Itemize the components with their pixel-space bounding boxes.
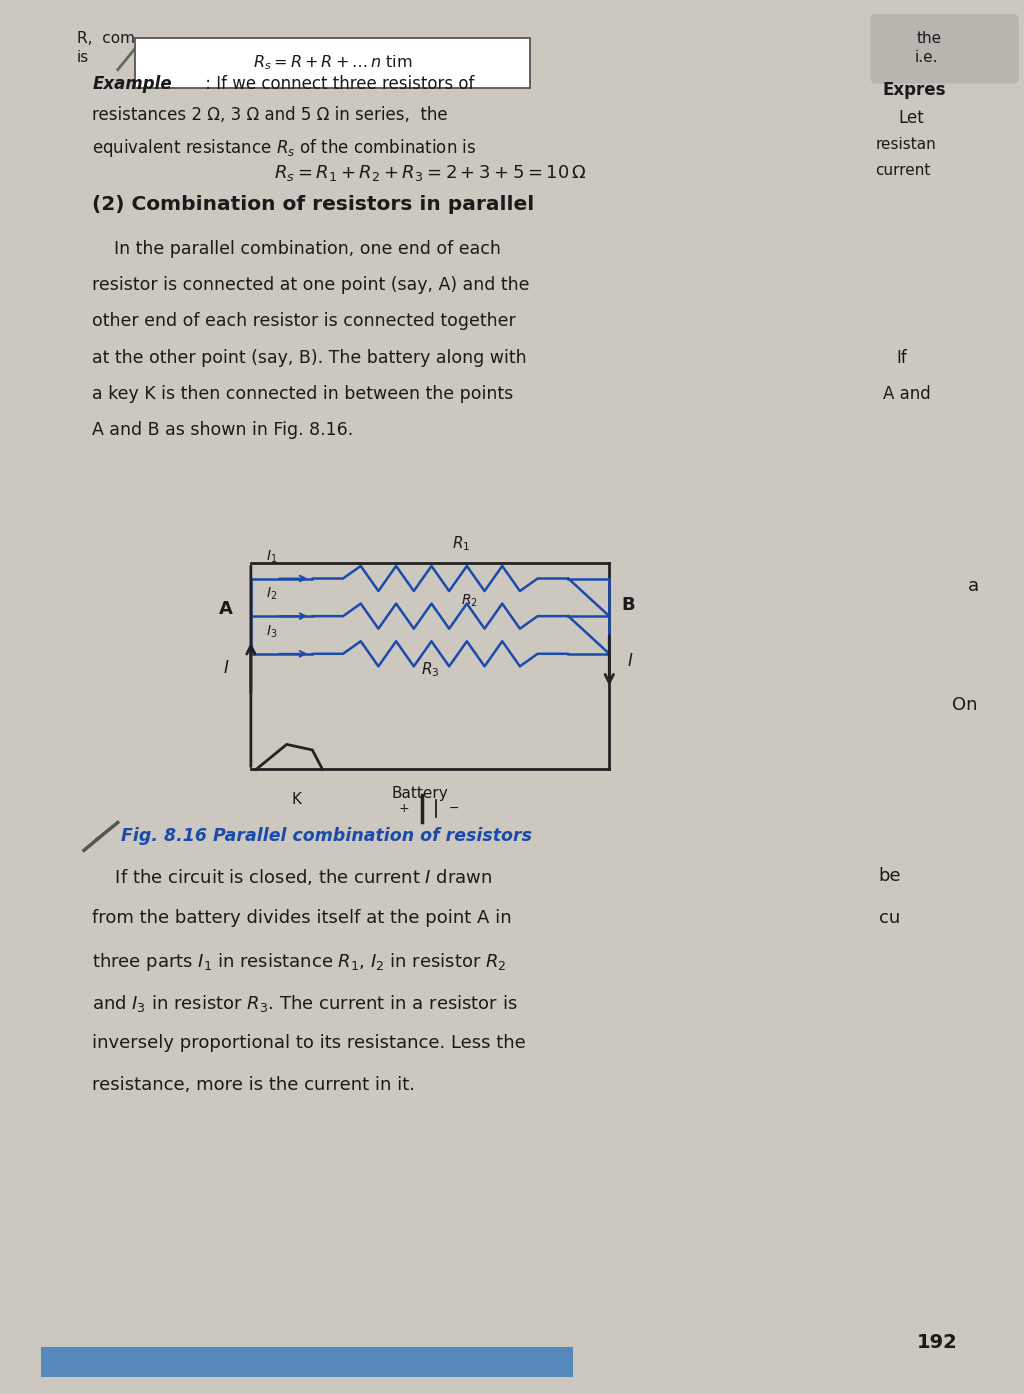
Text: cu: cu [879, 909, 900, 927]
Text: current: current [876, 163, 931, 178]
Text: Expres: Expres [883, 81, 946, 99]
Text: the: the [916, 31, 942, 46]
Text: If: If [896, 348, 906, 367]
Text: K: K [292, 792, 302, 807]
Text: a: a [968, 577, 979, 595]
Text: resistance, more is the current in it.: resistance, more is the current in it. [92, 1076, 415, 1094]
FancyBboxPatch shape [870, 14, 1019, 84]
FancyBboxPatch shape [41, 1347, 573, 1377]
Text: $R_1$: $R_1$ [452, 535, 470, 553]
Text: A and: A and [883, 385, 931, 403]
Text: a key K is then connected in between the points: a key K is then connected in between the… [92, 385, 513, 403]
Text: resistan: resistan [876, 137, 936, 152]
Text: resistor is connected at one point (say, A) and the: resistor is connected at one point (say,… [92, 276, 529, 294]
Text: resistances 2 Ω, 3 Ω and 5 Ω in series,  the: resistances 2 Ω, 3 Ω and 5 Ω in series, … [92, 106, 447, 124]
Text: inversely proportional to its resistance. Less the: inversely proportional to its resistance… [92, 1034, 526, 1052]
Text: $R_2$: $R_2$ [461, 592, 477, 609]
Text: $R_s = R_1 + R_2 + R_3 = 2 + 3 + 5 = 10\,\Omega$: $R_s = R_1 + R_2 + R_3 = 2 + 3 + 5 = 10\… [273, 163, 587, 183]
Text: $I_3$: $I_3$ [265, 623, 278, 640]
Text: Fig. 8.16 Parallel combination of resistors: Fig. 8.16 Parallel combination of resist… [121, 827, 531, 845]
Text: A and B as shown in Fig. 8.16.: A and B as shown in Fig. 8.16. [92, 421, 353, 439]
Text: I: I [223, 659, 228, 676]
Text: On: On [952, 696, 978, 714]
Text: at the other point (say, B). The battery along with: at the other point (say, B). The battery… [92, 348, 526, 367]
FancyBboxPatch shape [135, 38, 530, 88]
Text: i.e.: i.e. [914, 50, 938, 66]
Text: is: is [77, 50, 89, 66]
Text: B: B [622, 597, 635, 613]
Text: Battery: Battery [391, 786, 449, 802]
Text: 192: 192 [916, 1333, 957, 1352]
Text: Example: Example [92, 75, 172, 93]
Text: $I_1$: $I_1$ [265, 548, 278, 565]
Text: from the battery divides itself at the point A in: from the battery divides itself at the p… [92, 909, 512, 927]
Text: (2) Combination of resistors in parallel: (2) Combination of resistors in parallel [92, 195, 535, 215]
Text: −: − [449, 802, 459, 815]
Text: In the parallel combination, one end of each: In the parallel combination, one end of … [92, 240, 501, 258]
Text: $I_2$: $I_2$ [265, 585, 278, 602]
Text: equivalent resistance $R_s$ of the combination is: equivalent resistance $R_s$ of the combi… [92, 137, 476, 159]
Text: If the circuit is closed, the current $\mathit{I}$ drawn: If the circuit is closed, the current $\… [92, 867, 493, 887]
Text: $R_s = R + R + \ldots\, n$ tim: $R_s = R + R + \ldots\, n$ tim [253, 53, 413, 72]
Text: A: A [218, 601, 232, 618]
Text: : If we connect three resistors of: : If we connect three resistors of [200, 75, 474, 93]
Text: R,  com: R, com [77, 31, 135, 46]
Text: I: I [628, 652, 633, 669]
Text: three parts $I_1$ in resistance $R_1$, $I_2$ in resistor $R_2$: three parts $I_1$ in resistance $R_1$, $… [92, 951, 507, 973]
Text: be: be [879, 867, 901, 885]
Text: +: + [399, 802, 410, 815]
Text: other end of each resistor is connected together: other end of each resistor is connected … [92, 312, 516, 330]
Text: and $I_3$ in resistor $R_3$. The current in a resistor is: and $I_3$ in resistor $R_3$. The current… [92, 993, 518, 1013]
Text: Let: Let [898, 109, 924, 127]
Text: $R_3$: $R_3$ [421, 661, 439, 679]
